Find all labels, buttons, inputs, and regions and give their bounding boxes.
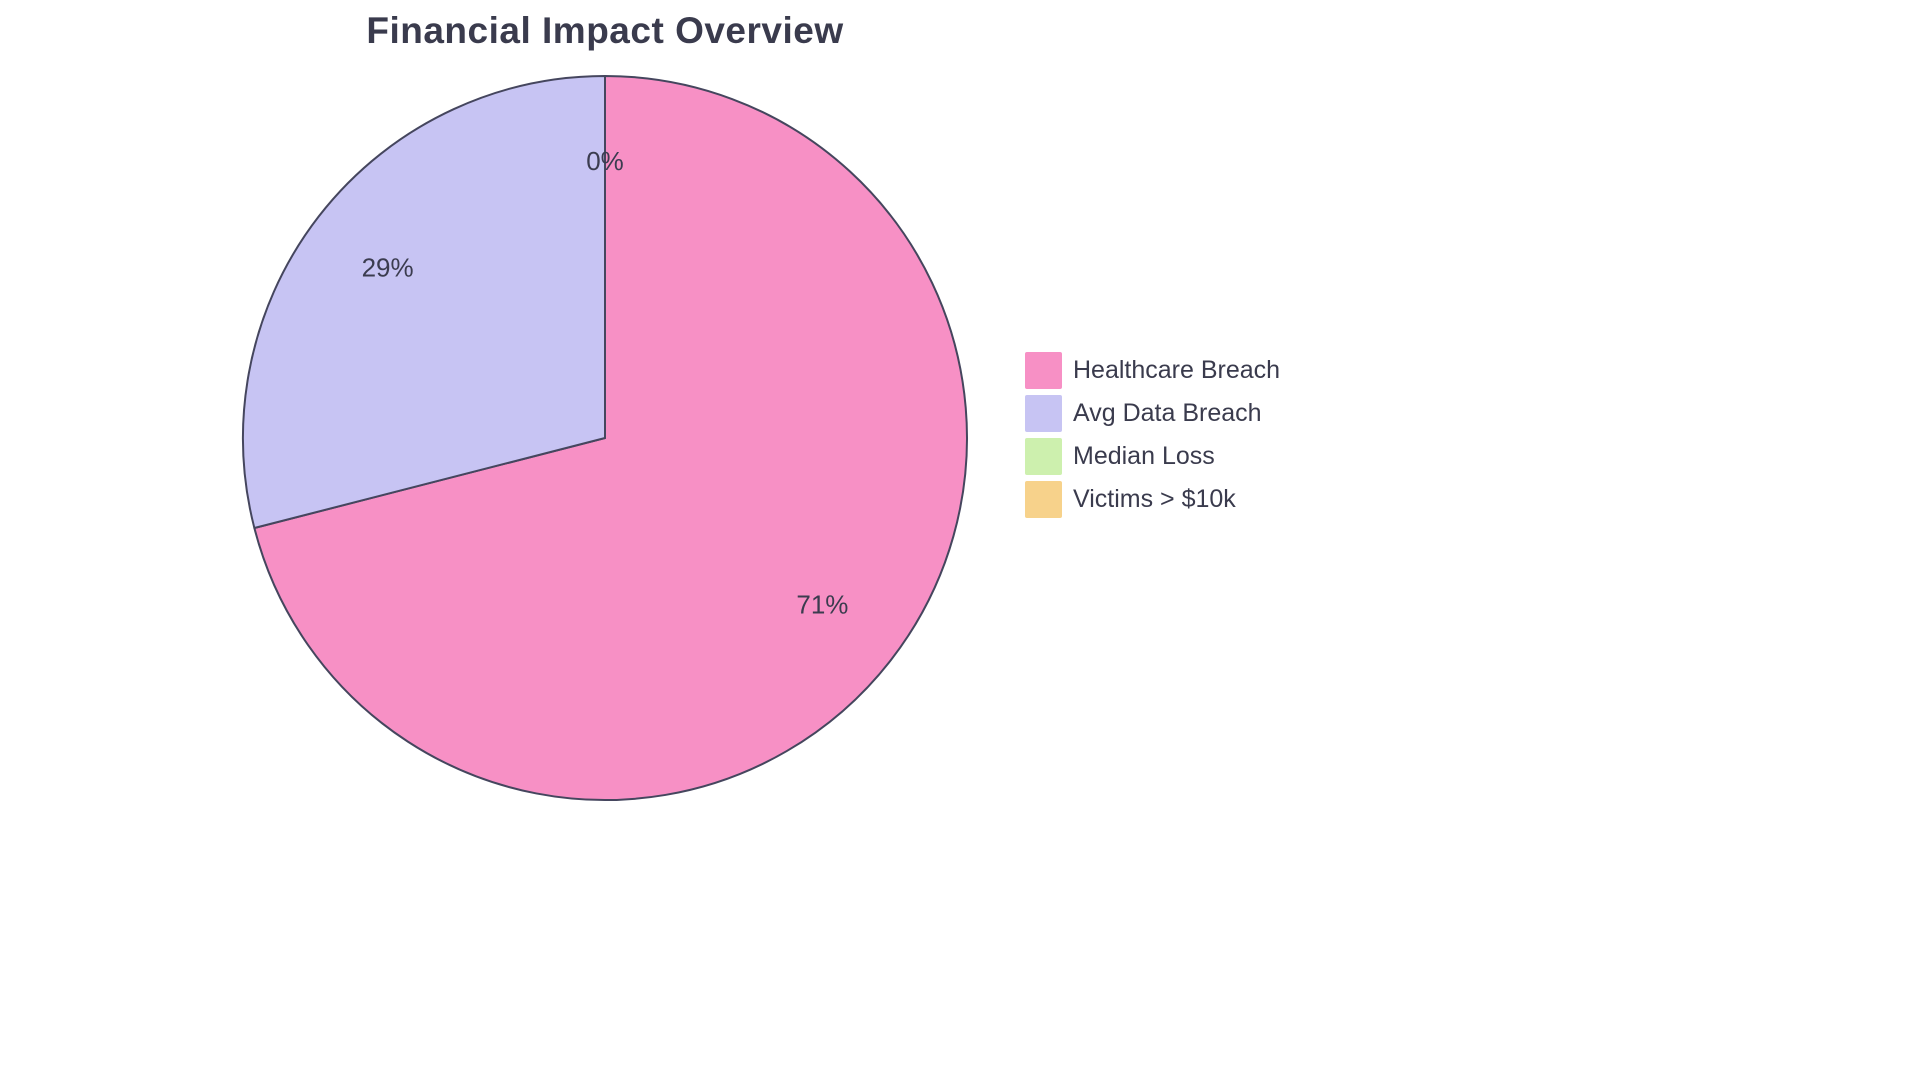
legend-label: Victims > $10k [1073, 485, 1236, 513]
legend: Healthcare Breach Avg Data Breach Median L… [1025, 352, 1280, 524]
pie-slice-0 [253, 75, 968, 801]
legend-swatch-icon [1025, 438, 1062, 475]
pie-slice-1 [242, 75, 606, 530]
chart-title: Financial Impact Overview [366, 10, 844, 51]
legend-swatch-icon [1025, 481, 1062, 518]
legend-label: Healthcare Breach [1073, 356, 1281, 384]
percent-label-2: 0% [586, 146, 624, 176]
percent-label-1: 29% [362, 252, 414, 282]
legend-swatch-icon [1025, 395, 1062, 432]
legend-item-0: Healthcare Breach [1025, 352, 1280, 389]
legend-item-1: Avg Data Breach [1025, 395, 1280, 432]
legend-item-3: Victims > $10k [1025, 481, 1280, 518]
legend-item-2: Median Loss [1025, 438, 1280, 475]
percent-label-0: 71% [796, 589, 848, 619]
legend-swatch-icon [1025, 352, 1062, 389]
legend-label: Avg Data Breach [1073, 399, 1262, 427]
legend-label: Median Loss [1073, 442, 1215, 470]
